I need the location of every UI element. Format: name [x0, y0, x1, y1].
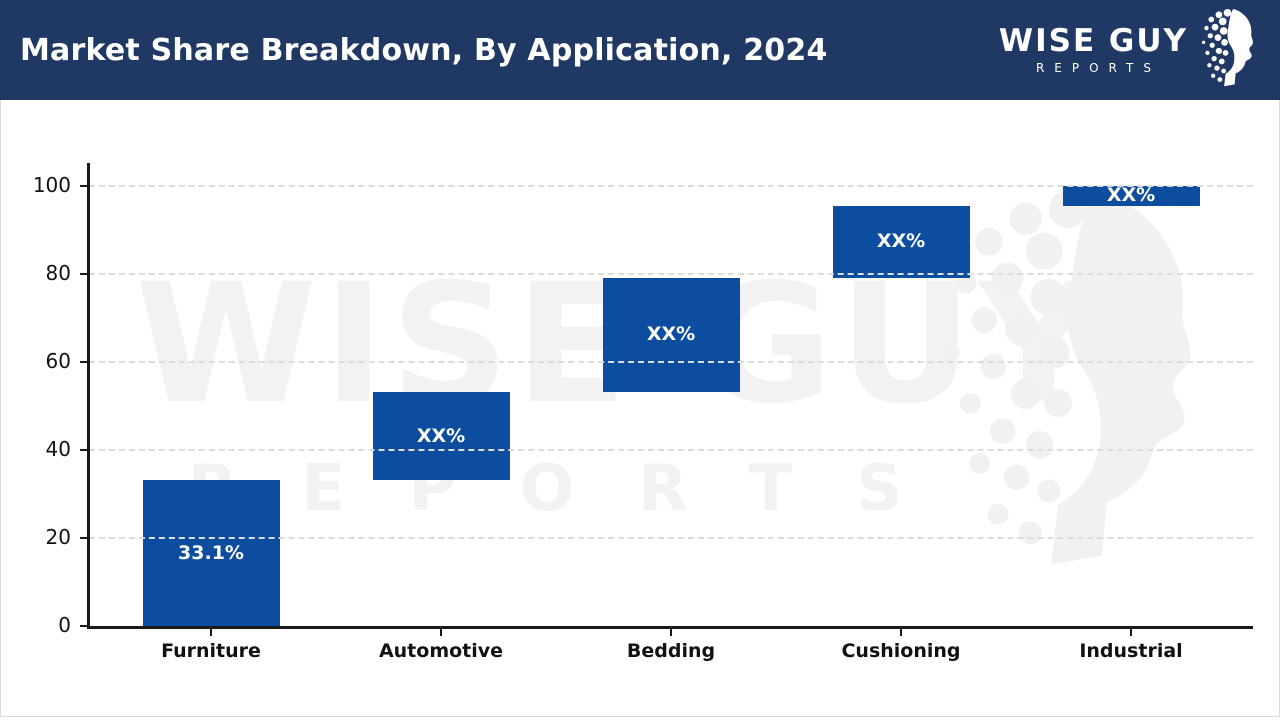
bar-segment: XX%	[832, 205, 970, 278]
header-bar: Market Share Breakdown, By Application, …	[0, 0, 1280, 100]
bar-segment: XX%	[602, 277, 740, 392]
bar-segment: XX%	[372, 391, 510, 481]
y-axis-tick	[80, 449, 89, 451]
gridline	[89, 449, 1253, 451]
brand-subname: REPORTS	[1035, 60, 1161, 75]
frame-border-bottom	[0, 716, 1280, 717]
y-tick-label: 80	[45, 261, 71, 285]
y-axis-line	[87, 163, 90, 628]
dotted-face-icon	[1201, 8, 1253, 87]
gridline	[89, 185, 1253, 187]
y-tick-label: 0	[58, 613, 71, 637]
watermark-text-line2: REPORTS	[188, 452, 967, 526]
chart-body: WISE GUY REPORTS 0 20 40 60 80 100 33.1% Furnit…	[0, 100, 1280, 720]
x-axis-tick	[440, 628, 442, 636]
x-tick-label: Industrial	[1079, 640, 1183, 662]
bar-value-label: XX%	[646, 323, 696, 346]
x-axis-line	[87, 626, 1253, 629]
bar-segment: XX%	[1062, 184, 1200, 207]
y-axis-tick	[80, 185, 89, 187]
watermark-face-icon	[943, 191, 1191, 565]
bar-segment: 33.1%	[142, 480, 280, 626]
x-axis-tick	[1130, 628, 1132, 636]
chart-title: Market Share Breakdown, By Application, …	[20, 32, 828, 68]
bar-value-label: XX%	[416, 424, 466, 447]
brand-logo: WISE GUY REPORTS	[999, 7, 1258, 93]
y-axis-tick	[80, 537, 89, 539]
frame-border-left	[0, 100, 1, 716]
x-tick-label: Furniture	[161, 640, 261, 662]
bar-value-label: XX%	[876, 230, 926, 253]
plot-area: 0 20 40 60 80 100 33.1% Furniture XX% Automotive X…	[0, 100, 1280, 720]
x-tick-label: Automotive	[378, 640, 504, 662]
y-tick-label: 60	[45, 349, 71, 373]
gridline	[89, 273, 1253, 275]
y-axis-tick	[80, 273, 89, 275]
bar-value-label: XX%	[1106, 184, 1156, 207]
x-tick-label: Bedding	[626, 640, 716, 662]
y-axis-tick	[80, 361, 89, 363]
x-axis-tick	[670, 628, 672, 636]
x-axis-tick	[900, 628, 902, 636]
y-tick-label: 100	[32, 173, 71, 197]
gridline	[89, 361, 1253, 363]
brand-name: WISE GUY	[998, 23, 1188, 60]
gridline	[89, 537, 1253, 539]
y-tick-label: 20	[45, 525, 71, 549]
x-axis-tick	[210, 628, 212, 636]
x-tick-label: Cushioning	[841, 640, 961, 662]
y-tick-label: 40	[45, 437, 71, 461]
bar-value-label: 33.1%	[178, 541, 244, 564]
brand-logo-text: WISE GUY REPORTS	[999, 25, 1188, 75]
y-axis-tick	[80, 625, 89, 627]
